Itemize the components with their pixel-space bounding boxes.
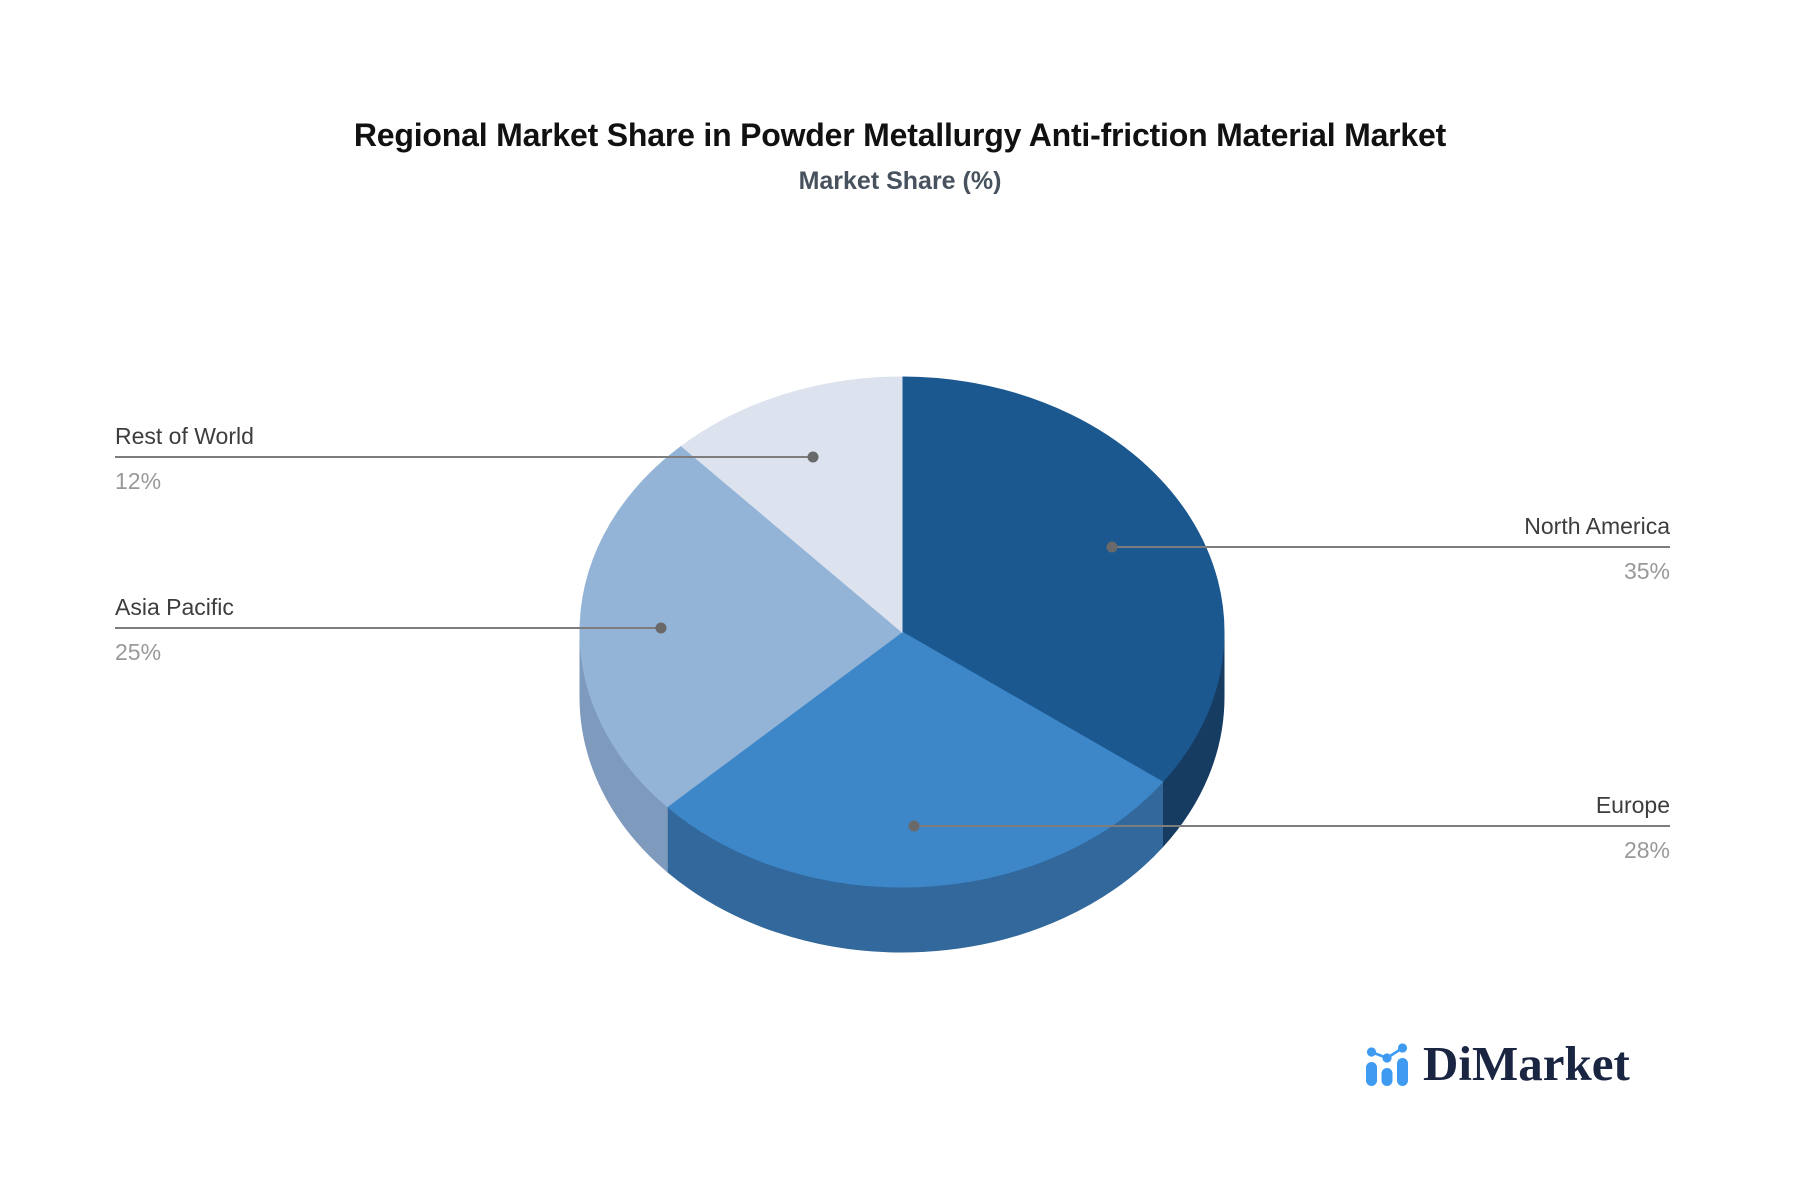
- leader-dot-rest-of-world: [807, 451, 819, 463]
- dimarket-logo-text: DiMarket: [1423, 1036, 1630, 1091]
- chart-subtitle: Market Share (%): [798, 167, 1002, 195]
- slice-label-europe: Europe: [1595, 792, 1670, 818]
- chart-title: Regional Market Share in Powder Metallur…: [353, 117, 1447, 153]
- slice-value-north-america: 35%: [1623, 558, 1670, 584]
- slice-value-asia-pacific: 25%: [115, 639, 162, 665]
- dimarket-logo-icon: [1366, 1043, 1408, 1086]
- leader-dot-north-america: [1106, 541, 1118, 553]
- pie-slice-north-america[interactable]: [901, 376, 1225, 783]
- slice-label-asia-pacific: Asia Pacific: [115, 594, 234, 620]
- slice-label-north-america: North America: [1524, 513, 1670, 539]
- pie-slice-asia-pacific[interactable]: [579, 445, 903, 808]
- slice-value-rest-of-world: 12%: [115, 468, 162, 494]
- leader-dot-asia-pacific: [655, 622, 667, 634]
- leader-dot-europe: [908, 820, 920, 832]
- dimarket-logo: DiMarket: [1365, 1034, 1630, 1094]
- slice-label-rest-of-world: Rest of World: [115, 423, 254, 449]
- slice-value-europe: 28%: [1623, 837, 1670, 863]
- pie-slice-rest-of-world[interactable]: [680, 376, 903, 634]
